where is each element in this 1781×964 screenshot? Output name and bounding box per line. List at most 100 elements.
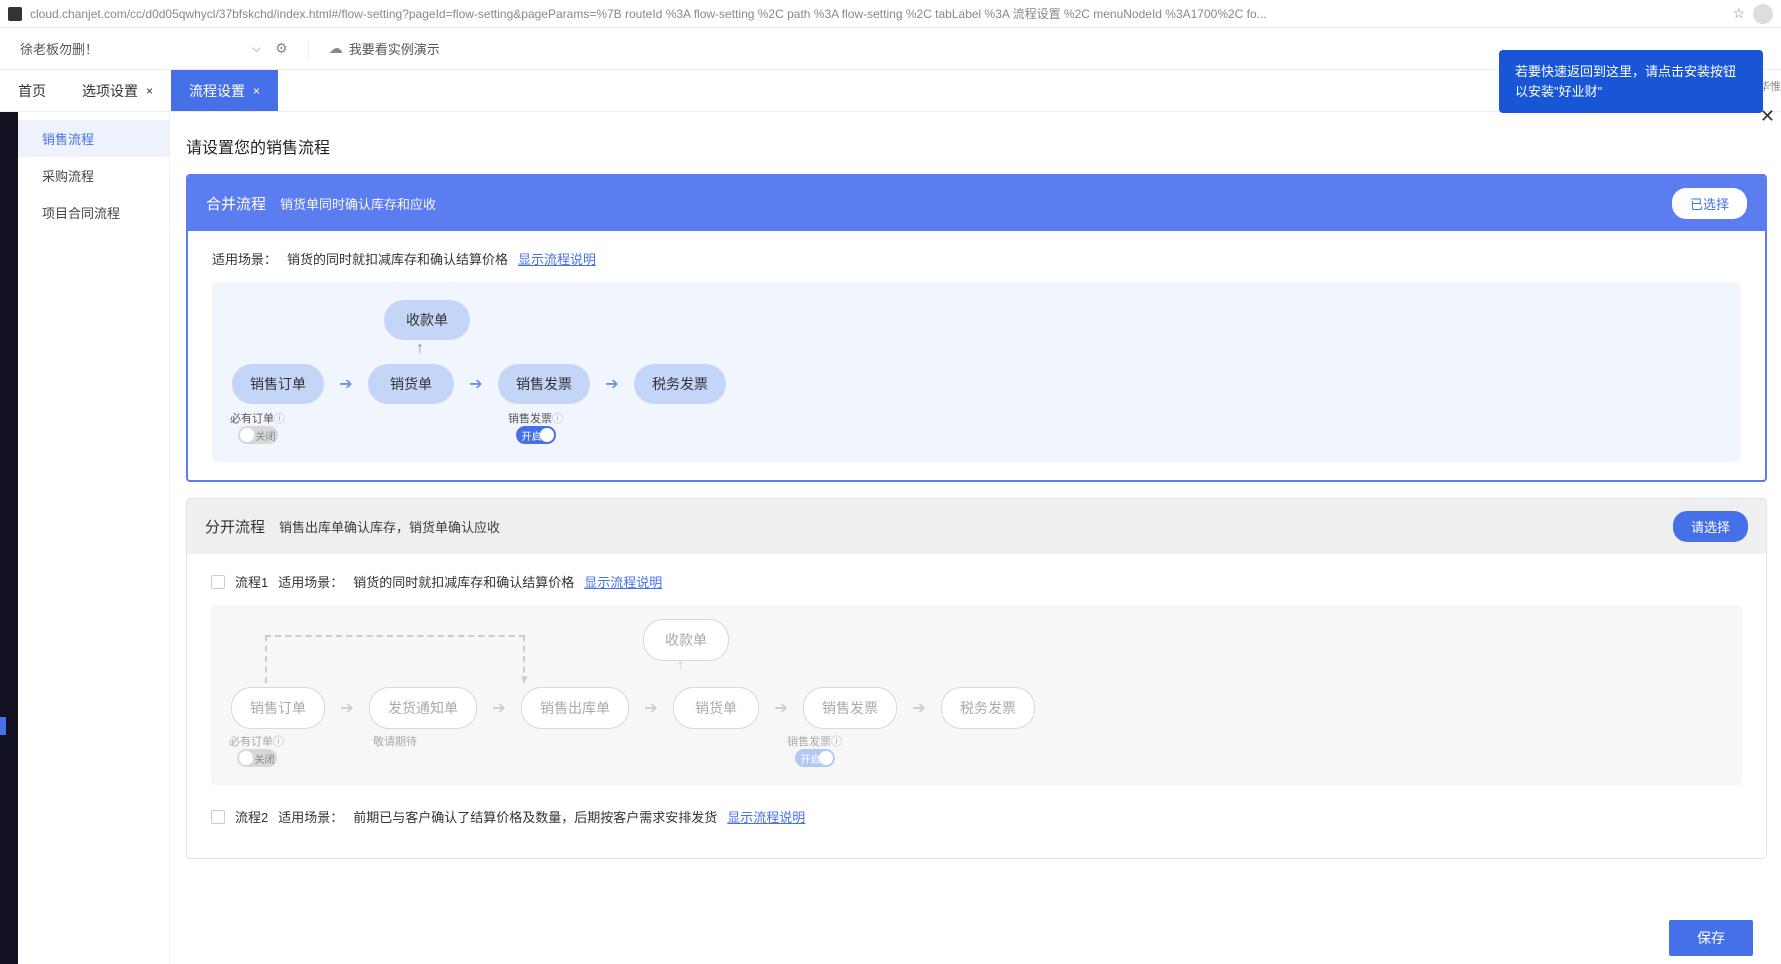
show-flow-link[interactable]: 显示流程说明 [584, 572, 662, 591]
merged-flow-card: 合并流程 销货单同时确认库存和应收 已选择 适用场景： 销货的同时就扣减库存和确… [186, 174, 1767, 482]
main-layout: 财 销售流程 采购流程 项目合同流程 请设置您的销售流程 合并流程 销货单同时确… [0, 112, 1781, 964]
node-tax-invoice: 税务发票 [634, 364, 726, 404]
node-invoice: 销售发票 [803, 687, 897, 729]
scenario-label: 适用场景： [278, 572, 343, 591]
gear-icon[interactable]: ⚙ [275, 40, 288, 57]
flow2-name: 流程2 [235, 807, 268, 826]
node-tax-invoice: 税务发票 [941, 687, 1035, 729]
scenario-label: 适用场景： [278, 807, 343, 826]
app-logo: 财 [2, 47, 13, 63]
content: 请设置您的销售流程 合并流程 销货单同时确认库存和应收 已选择 适用场景： 销货… [170, 112, 1781, 964]
arrow-right-icon: ➔ [325, 698, 369, 718]
flow1-name: 流程1 [235, 572, 268, 591]
url-text: cloud.chanjet.com/cc/d0d05qwhycl/37bfskc… [30, 5, 1724, 22]
app-header: 徐老板勿删！ ⌵ ⚙ ☁ 我要看实例演示 若要快速返回到这里，请点击安装按钮以安… [0, 28, 1781, 70]
site-icon [8, 7, 22, 21]
header-subtitle: 销货单同时确认库存和应收 [280, 194, 436, 213]
sidebar: 销售流程 采购流程 项目合同流程 [18, 112, 170, 964]
help-icon[interactable]: ⓘ [552, 413, 563, 425]
invoice-sub: 销售发票ⓘ 开启 [787, 733, 842, 767]
tab-label: 首页 [18, 81, 46, 101]
bookmark-star-icon[interactable]: ☆ [1732, 5, 1745, 22]
node-outbound: 销售出库单 [521, 687, 629, 729]
tab-label: 选项设置 [82, 81, 138, 101]
arrow-right-icon: ➔ [590, 374, 634, 394]
close-icon[interactable]: × [146, 84, 153, 98]
header-title: 分开流程 [205, 516, 265, 537]
node-sales-order: 销售订单 [231, 687, 325, 729]
merged-flow-header: 合并流程 销货单同时确认库存和应收 已选择 [188, 176, 1765, 231]
node-receipt: 收款单 [384, 300, 470, 340]
node-shipment: 销货单 [673, 687, 759, 729]
arrow-right-icon: ➔ [897, 698, 941, 718]
scenario-text: 销货的同时就扣减库存和确认结算价格 [353, 572, 574, 591]
header-subtitle: 销售出库单确认库存，销货单确认应收 [279, 517, 500, 536]
profile-avatar[interactable] [1753, 4, 1773, 24]
close-icon[interactable]: × [253, 84, 260, 98]
tab-label: 流程设置 [189, 81, 245, 101]
header-title: 合并流程 [206, 193, 266, 214]
arrow-up-icon: ↑ [416, 340, 424, 358]
divider [308, 39, 309, 59]
arrow-right-icon: ➔ [477, 698, 521, 718]
page-title: 请设置您的销售流程 [186, 134, 1767, 158]
sub-label: 必有订单 [229, 736, 273, 748]
dashed-bypass-arrow [265, 635, 525, 683]
left-rail: 财 [0, 112, 18, 964]
help-icon[interactable]: ⓘ [831, 736, 842, 748]
demo-link[interactable]: ☁ 我要看实例演示 [329, 39, 440, 58]
arrow-right-icon: ➔ [629, 698, 673, 718]
must-order-toggle[interactable]: 关闭 [237, 749, 277, 767]
sub-label: 必有订单 [230, 413, 274, 425]
must-order-sub: 必有订单ⓘ 关闭 [229, 733, 284, 767]
split-flow-card: 分开流程 销售出库单确认库存，销货单确认应收 请选择 流程1 适用场景： 销货的… [186, 498, 1767, 859]
show-flow-link[interactable]: 显示流程说明 [727, 807, 805, 826]
node-receipt: 收款单 [643, 619, 729, 661]
must-order-sub: 必有订单ⓘ 关闭 [230, 410, 285, 444]
browser-address-bar: cloud.chanjet.com/cc/d0d05qwhycl/37bfskc… [0, 0, 1781, 28]
scenario-text: 销货的同时就扣减库存和确认结算价格 [287, 249, 508, 268]
cloud-icon: ☁ [329, 40, 343, 57]
invoice-toggle[interactable]: 开启 [516, 426, 556, 444]
must-order-toggle[interactable]: 关闭 [238, 426, 278, 444]
arrow-down-icon: ▾ [521, 671, 528, 687]
merged-flow-body: 适用场景： 销货的同时就扣减库存和确认结算价格 显示流程说明 收款单 ↑ 销售订… [188, 231, 1765, 480]
help-icon[interactable]: ⓘ [274, 413, 285, 425]
node-invoice: 销售发票 [498, 364, 590, 404]
flow1-checkbox[interactable] [211, 575, 225, 589]
flow1-diagram: 收款单 ↑ ▾ 销售订单 ➔ 发货通知单 ➔ 销售出库单 ➔ 销货单 ➔ 销售发… [211, 605, 1742, 785]
arrow-right-icon: ➔ [454, 374, 498, 394]
tab-options[interactable]: 选项设置 × [64, 70, 171, 111]
split-flow-body: 流程1 适用场景： 销货的同时就扣减库存和确认结算价格 显示流程说明 收款单 ↑… [187, 554, 1766, 858]
scenario-row: 适用场景： 销货的同时就扣减库存和确认结算价格 显示流程说明 [212, 249, 1741, 268]
help-icon[interactable]: ⓘ [273, 736, 284, 748]
install-tooltip: 若要快速返回到这里，请点击安装按钮以安装"好业财" [1499, 50, 1763, 113]
chevron-down-icon[interactable]: ⌵ [252, 41, 261, 56]
flow2-checkbox[interactable] [211, 810, 225, 824]
sub-label: 销售发票 [508, 413, 552, 425]
merged-diagram: 收款单 ↑ 销售订单 ➔ 销货单 ➔ 销售发票 ➔ 税务发票 必有订单ⓘ 关闭 [212, 282, 1741, 462]
sidebar-item-sales-flow[interactable]: 销售流程 [18, 120, 169, 157]
save-button[interactable]: 保存 [1669, 920, 1753, 956]
node-shipment: 销货单 [368, 364, 454, 404]
select-button[interactable]: 请选择 [1673, 511, 1748, 542]
sub-label: 销售发票 [787, 736, 831, 748]
invoice-sub: 销售发票ⓘ 开启 [508, 410, 563, 444]
sidebar-item-project-flow[interactable]: 项目合同流程 [18, 194, 169, 231]
node-notice: 发货通知单 [369, 687, 477, 729]
sidebar-item-purchase-flow[interactable]: 采购流程 [18, 157, 169, 194]
show-flow-link[interactable]: 显示流程说明 [518, 249, 596, 268]
arrow-up-icon: ↑ [677, 657, 684, 672]
demo-label: 我要看实例演示 [349, 39, 440, 58]
wait-sub: 敬请期待 [373, 733, 417, 749]
invoice-toggle[interactable]: 开启 [795, 749, 835, 767]
tab-home[interactable]: 首页 [0, 70, 64, 111]
scenario-text: 前期已与客户确认了结算价格及数量，后期按客户需求安排发货 [353, 807, 717, 826]
rail-accent [0, 717, 6, 735]
flow1-scenario: 流程1 适用场景： 销货的同时就扣减库存和确认结算价格 显示流程说明 [211, 572, 1742, 591]
scenario-label: 适用场景： [212, 249, 277, 268]
tab-flow-settings[interactable]: 流程设置 × [171, 70, 278, 111]
selected-button[interactable]: 已选择 [1672, 188, 1747, 219]
arrow-right-icon: ➔ [759, 698, 803, 718]
org-selector[interactable]: 徐老板勿删！ [20, 39, 98, 58]
